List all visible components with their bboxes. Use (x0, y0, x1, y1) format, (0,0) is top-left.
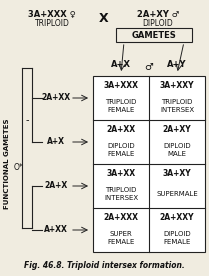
Text: Fig. 46.8. Triploid intersex formation.: Fig. 46.8. Triploid intersex formation. (24, 261, 185, 270)
Text: ♂: ♂ (145, 62, 153, 72)
Text: 3A+XY: 3A+XY (163, 169, 191, 178)
Text: A+Y: A+Y (167, 60, 187, 69)
Text: 2A+XXY: 2A+XXY (160, 213, 194, 222)
Text: SUPERMALE: SUPERMALE (156, 191, 198, 197)
Text: 3A+XXY: 3A+XXY (160, 81, 194, 90)
Text: TRIPLOID
INTERSEX: TRIPLOID INTERSEX (160, 99, 194, 113)
Text: 2A+X: 2A+X (44, 182, 68, 190)
Text: 2A+XXX: 2A+XXX (103, 213, 139, 222)
Text: TRIPLOID
INTERSEX: TRIPLOID INTERSEX (104, 187, 138, 201)
Text: 2A+XY ♂: 2A+XY ♂ (137, 10, 179, 19)
Text: O*: O* (14, 163, 24, 172)
Text: A+X: A+X (47, 137, 65, 147)
Text: DIPLOID
FEMALE: DIPLOID FEMALE (107, 143, 135, 156)
Text: DIPLOID
FEMALE: DIPLOID FEMALE (163, 231, 191, 245)
Text: GAMETES: GAMETES (132, 31, 176, 39)
Text: -: - (25, 115, 29, 125)
Text: SUPER
FEMALE: SUPER FEMALE (107, 231, 135, 245)
Text: 3A+XXX ♀: 3A+XXX ♀ (28, 10, 76, 19)
Text: 2A+XX: 2A+XX (41, 94, 71, 102)
Text: DIPLOID
MALE: DIPLOID MALE (163, 143, 191, 156)
Text: TRIPLOID
FEMALE: TRIPLOID FEMALE (105, 99, 137, 113)
Text: A+X: A+X (111, 60, 131, 69)
Text: 3A+XX: 3A+XX (106, 169, 136, 178)
Text: X: X (99, 12, 109, 25)
Text: DIPLOID: DIPLOID (143, 19, 173, 28)
Text: A+XX: A+XX (44, 225, 68, 235)
Text: 2A+XY: 2A+XY (163, 125, 191, 134)
Text: 2A+XX: 2A+XX (106, 125, 136, 134)
Text: 3A+XXX: 3A+XXX (103, 81, 139, 90)
Bar (93, 76, 205, 252)
Bar (116, 28, 192, 42)
Text: FUNCTIONAL GAMETES: FUNCTIONAL GAMETES (4, 119, 10, 209)
Text: TRIPLOID: TRIPLOID (34, 19, 69, 28)
